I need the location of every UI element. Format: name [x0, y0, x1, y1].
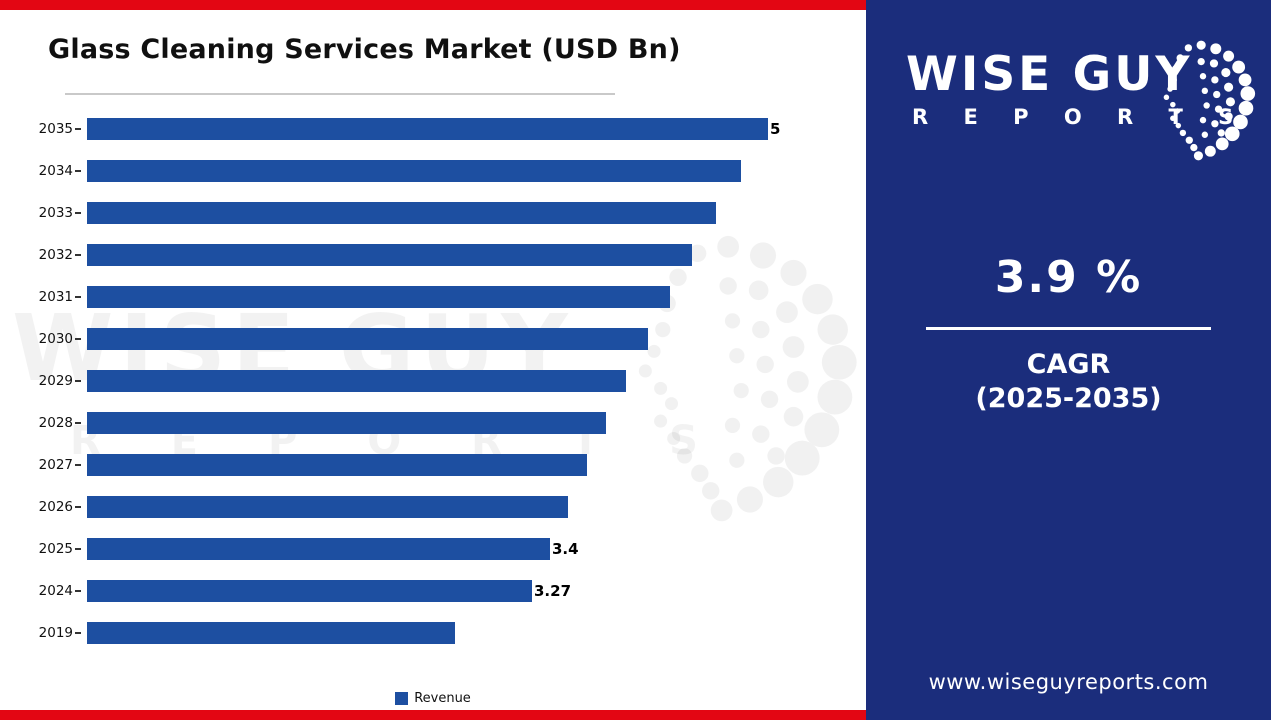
- axis-tick: [75, 590, 81, 592]
- year-axis-label: 2032: [38, 247, 73, 263]
- cagr-label: CAGR: [1026, 349, 1111, 380]
- cagr-value: 3.9 %: [994, 252, 1143, 303]
- axis-tick: [75, 170, 81, 172]
- legend-revenue-swatch: [395, 692, 409, 705]
- bar-row: 2029: [0, 360, 866, 402]
- wiseguy-head-logo-icon: [1163, 40, 1256, 161]
- year-axis-label: 2027: [38, 457, 73, 473]
- bar-value-label: 5: [770, 120, 781, 138]
- year-axis-label: 2035: [38, 121, 73, 137]
- bottom-accent-bar: [0, 710, 866, 720]
- revenue-bar: [87, 244, 692, 266]
- axis-tick: [75, 632, 81, 634]
- bar-chart: 2035 5 2034 2033 2032 2031 2030 2029 2028 2027 202…: [0, 108, 866, 654]
- bar-row: 2034: [0, 150, 866, 192]
- year-axis-label: 2025: [38, 541, 73, 557]
- legend-revenue-label: Revenue: [414, 691, 471, 706]
- bar-row: 2030: [0, 318, 866, 360]
- year-axis-label: 2026: [38, 499, 73, 515]
- revenue-bar: [87, 118, 768, 140]
- revenue-bar: [87, 622, 455, 644]
- website-url: www.wiseguyreports.com: [928, 670, 1209, 694]
- bar-row: 2019: [0, 612, 866, 654]
- revenue-bar: [87, 328, 648, 350]
- year-axis-label: 2019: [38, 625, 73, 641]
- revenue-bar: [87, 454, 587, 476]
- axis-tick: [75, 548, 81, 550]
- bar-row: 2028: [0, 402, 866, 444]
- bar-row: 2031: [0, 276, 866, 318]
- cagr-block: 3.9 % CAGR (2025-2035): [866, 252, 1271, 416]
- bar-value-label: 3.4: [552, 540, 579, 558]
- bar-row: 2026: [0, 486, 866, 528]
- revenue-bar: [87, 160, 741, 182]
- bar-row: 2033: [0, 192, 866, 234]
- bar-row: 2032: [0, 234, 866, 276]
- axis-tick: [75, 212, 81, 214]
- revenue-bar: [87, 202, 716, 224]
- revenue-bar: [87, 580, 532, 602]
- axis-tick: [75, 464, 81, 466]
- year-axis-label: 2031: [38, 289, 73, 305]
- chart-legend: Revenue: [0, 691, 866, 706]
- chart-section: Glass Cleaning Services Market (USD Bn) …: [0, 0, 866, 720]
- bar-row: 2027: [0, 444, 866, 486]
- axis-tick: [75, 338, 81, 340]
- year-axis-label: 2024: [38, 583, 73, 599]
- logo: WISE GUY R E P O R T S: [906, 40, 1256, 161]
- bar-row: 2024 3.27: [0, 570, 866, 612]
- revenue-bar: [87, 412, 606, 434]
- top-accent-bar: [0, 0, 866, 10]
- axis-tick: [75, 506, 81, 508]
- revenue-bar: [87, 538, 550, 560]
- axis-tick: [75, 380, 81, 382]
- bar-row: 2025 3.4: [0, 528, 866, 570]
- axis-tick: [75, 296, 81, 298]
- year-axis-label: 2029: [38, 373, 73, 389]
- revenue-bar: [87, 370, 626, 392]
- year-axis-label: 2028: [38, 415, 73, 431]
- revenue-bar: [87, 496, 568, 518]
- logo-wordmark: WISE GUY: [906, 47, 1193, 102]
- axis-tick: [75, 254, 81, 256]
- brand-panel: WISE GUY R E P O R T S 3.9: [866, 0, 1271, 720]
- title-underline: [65, 93, 615, 95]
- chart-title: Glass Cleaning Services Market (USD Bn): [48, 34, 681, 65]
- bar-value-label: 3.27: [534, 582, 572, 600]
- axis-tick: [75, 128, 81, 130]
- bar-row: 2035 5: [0, 108, 866, 150]
- year-axis-label: 2033: [38, 205, 73, 221]
- cagr-divider: [926, 327, 1211, 330]
- year-axis-label: 2030: [38, 331, 73, 347]
- cagr-period: (2025-2035): [975, 382, 1162, 414]
- revenue-bar: [87, 286, 670, 308]
- axis-tick: [75, 422, 81, 424]
- year-axis-label: 2034: [38, 163, 73, 179]
